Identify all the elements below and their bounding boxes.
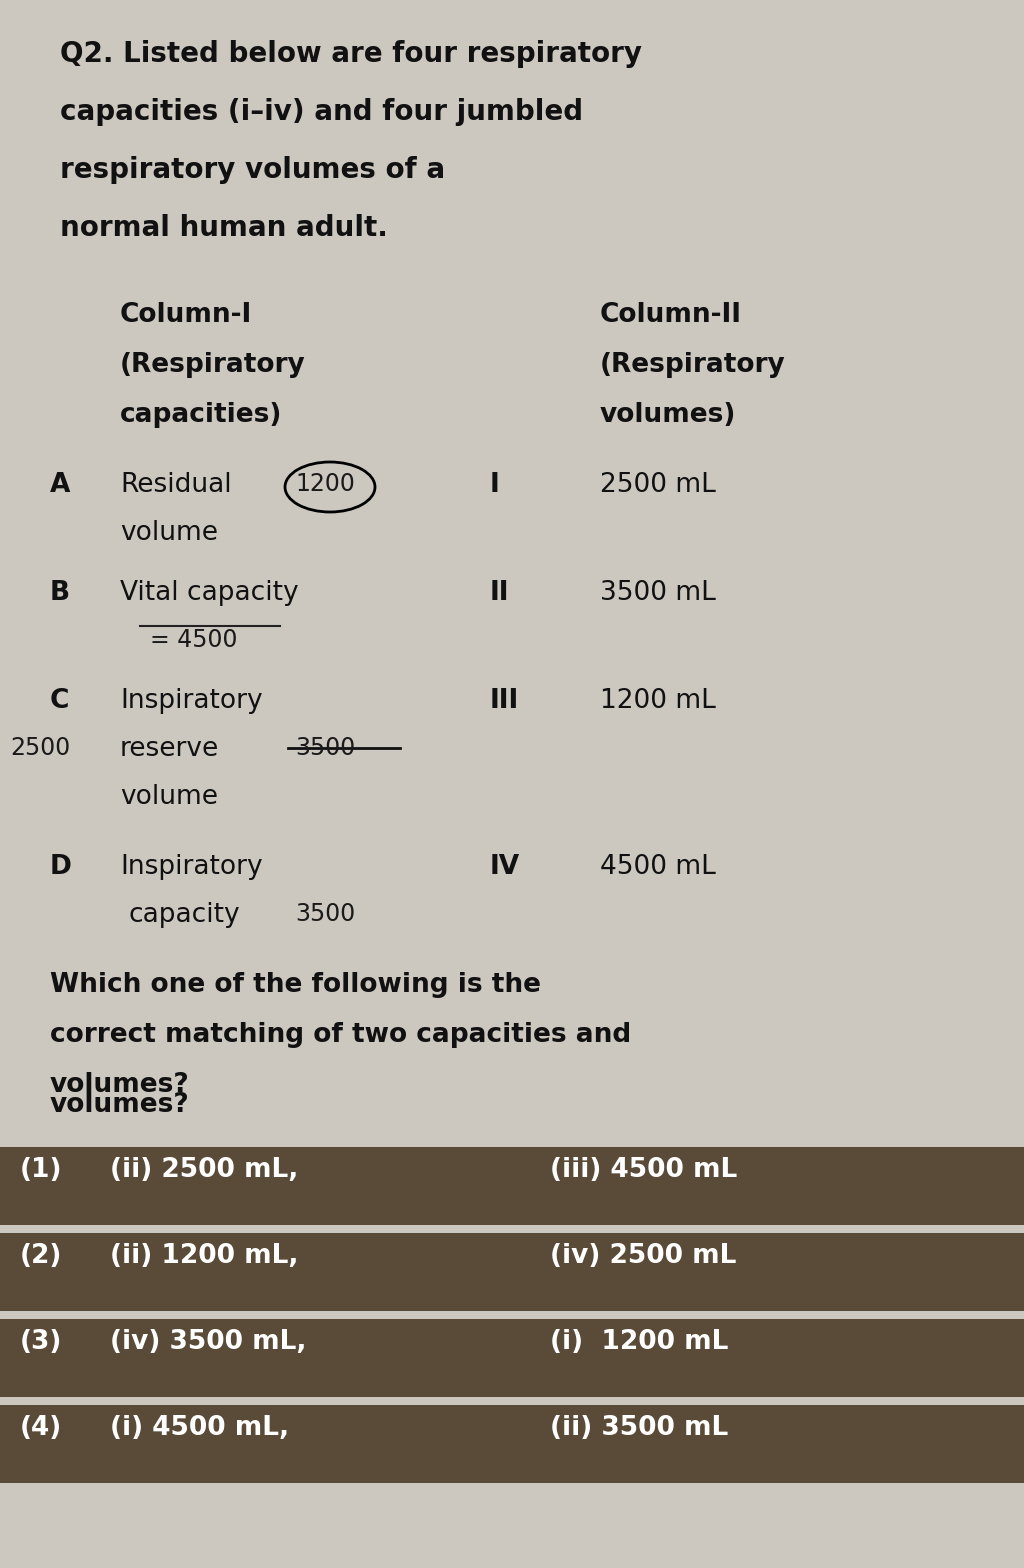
Text: (i) 4500 mL,: (i) 4500 mL, xyxy=(110,1414,289,1441)
Text: IV: IV xyxy=(490,855,520,880)
Text: Inspiratory: Inspiratory xyxy=(120,688,262,713)
Text: Vital capacity: Vital capacity xyxy=(120,580,299,605)
Text: 2500: 2500 xyxy=(10,735,71,760)
Bar xyxy=(0,1405,1024,1483)
Text: (2): (2) xyxy=(20,1243,62,1269)
Text: (i)  1200 mL: (i) 1200 mL xyxy=(550,1330,728,1355)
Bar xyxy=(0,1232,1024,1311)
Text: (ii) 1200 mL,: (ii) 1200 mL, xyxy=(110,1243,299,1269)
Text: capacities): capacities) xyxy=(120,401,283,428)
Text: II: II xyxy=(490,580,510,605)
Text: (Respiratory: (Respiratory xyxy=(600,351,785,378)
Text: = 4500: = 4500 xyxy=(150,629,238,652)
Text: 3500: 3500 xyxy=(295,902,355,927)
Text: Which one of the following is the: Which one of the following is the xyxy=(50,972,541,997)
Text: volume: volume xyxy=(120,521,218,546)
Text: Q2. Listed below are four respiratory: Q2. Listed below are four respiratory xyxy=(60,41,642,67)
Bar xyxy=(0,1148,1024,1225)
Text: volumes?: volumes? xyxy=(50,1073,189,1098)
Text: correct matching of two capacities and: correct matching of two capacities and xyxy=(50,1022,631,1047)
Text: Inspiratory: Inspiratory xyxy=(120,855,262,880)
Text: 4500 mL: 4500 mL xyxy=(600,855,716,880)
Text: Residual: Residual xyxy=(120,472,231,499)
Text: 1200: 1200 xyxy=(295,472,355,495)
Text: reserve: reserve xyxy=(120,735,219,762)
Text: volume: volume xyxy=(120,784,218,811)
Text: III: III xyxy=(490,688,519,713)
Text: A: A xyxy=(50,472,71,499)
Text: 3500 mL: 3500 mL xyxy=(600,580,716,605)
Text: 2500 mL: 2500 mL xyxy=(600,472,716,499)
Text: I: I xyxy=(490,472,500,499)
Text: (ii) 3500 mL: (ii) 3500 mL xyxy=(550,1414,728,1441)
Text: volumes?: volumes? xyxy=(50,1091,189,1118)
Text: volumes): volumes) xyxy=(600,401,736,428)
Text: (Respiratory: (Respiratory xyxy=(120,351,306,378)
Text: capacity: capacity xyxy=(128,902,240,928)
Text: (4): (4) xyxy=(20,1414,62,1441)
Text: (1): (1) xyxy=(20,1157,62,1182)
Text: D: D xyxy=(50,855,72,880)
Text: Column-I: Column-I xyxy=(120,303,252,328)
Text: respiratory volumes of a: respiratory volumes of a xyxy=(60,155,445,183)
Text: normal human adult.: normal human adult. xyxy=(60,213,388,241)
Text: B: B xyxy=(50,580,70,605)
Text: (iv) 2500 mL: (iv) 2500 mL xyxy=(550,1243,736,1269)
Bar xyxy=(0,1319,1024,1397)
Text: (iii) 4500 mL: (iii) 4500 mL xyxy=(550,1157,737,1182)
Text: 3500: 3500 xyxy=(295,735,355,760)
Text: (ii) 2500 mL,: (ii) 2500 mL, xyxy=(110,1157,298,1182)
Text: capacities (i–iv) and four jumbled: capacities (i–iv) and four jumbled xyxy=(60,99,583,125)
Text: (3): (3) xyxy=(20,1330,62,1355)
Text: Column-II: Column-II xyxy=(600,303,742,328)
Text: (iv) 3500 mL,: (iv) 3500 mL, xyxy=(110,1330,306,1355)
Text: 1200 mL: 1200 mL xyxy=(600,688,716,713)
Text: C: C xyxy=(50,688,70,713)
